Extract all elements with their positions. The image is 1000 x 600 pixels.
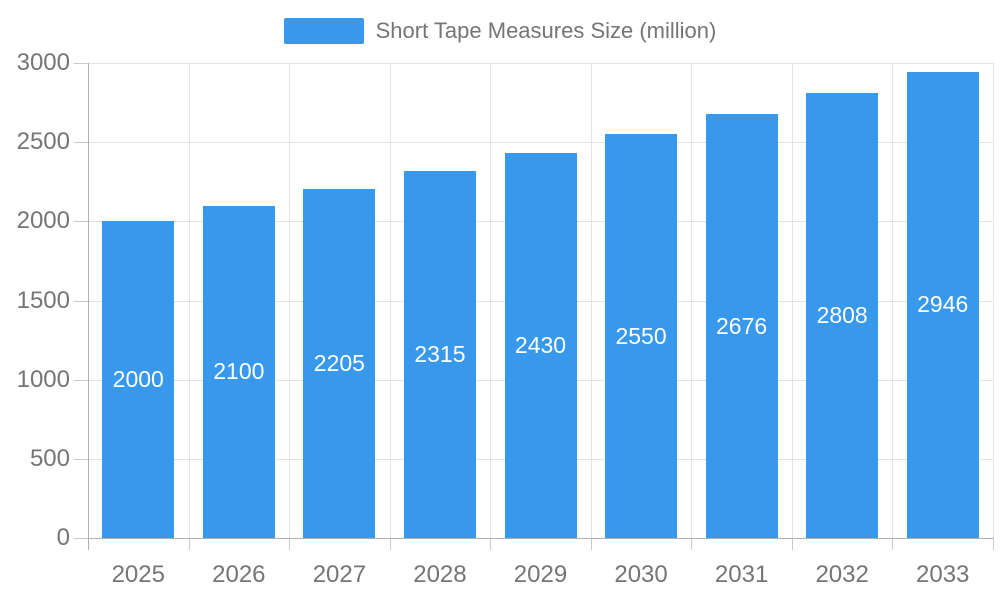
gridline-h-3000: [88, 63, 993, 64]
x-tick-1: [189, 538, 190, 550]
x-axis-line: [88, 538, 993, 539]
bar-value-label-2027: 2205: [313, 349, 365, 376]
bar-2029[interactable]: 2430: [504, 153, 577, 538]
x-tick-8: [892, 538, 893, 550]
bar-2032[interactable]: 2808: [806, 93, 879, 538]
x-axis-label-2029: 2029: [513, 561, 568, 588]
x-tick-4: [490, 538, 491, 550]
legend-swatch: [283, 18, 364, 44]
bar-value-label-2030: 2550: [615, 322, 667, 349]
y-tick-2500: [74, 142, 88, 143]
bar-value-label-2031: 2676: [716, 312, 768, 339]
gridline-v-1: [189, 63, 190, 538]
bar-2030[interactable]: 2550: [605, 134, 678, 538]
y-axis-label-2500: 2500: [16, 128, 70, 155]
x-axis-label-2033: 2033: [916, 561, 970, 588]
y-tick-1000: [74, 380, 88, 381]
x-axis-label-2025: 2025: [111, 561, 165, 588]
gridline-v-3: [390, 63, 391, 538]
y-axis-label-500: 500: [29, 445, 70, 472]
gridline-v-8: [892, 63, 893, 538]
bar-value-label-2032: 2808: [816, 302, 868, 329]
bar-value-label-2033: 2946: [917, 291, 969, 318]
bar-value-label-2029: 2430: [514, 332, 567, 359]
y-axis-label-1500: 1500: [16, 287, 70, 314]
legend-label: Short Tape Measures Size (million): [375, 18, 717, 43]
y-tick-0: [74, 538, 88, 539]
x-axis-label-2028: 2028: [413, 561, 467, 588]
y-axis-label-3000: 3000: [16, 49, 70, 76]
bar-2033[interactable]: 2946: [906, 71, 979, 538]
gridline-v-6: [691, 63, 692, 538]
gridline-v-2: [289, 63, 290, 538]
bar-value-label-2028: 2315: [414, 341, 466, 368]
bar-2027[interactable]: 2205: [303, 188, 376, 538]
x-axis-label-2032: 2032: [815, 561, 869, 588]
gridline-v-5: [591, 63, 592, 538]
bar-2025[interactable]: 2000: [102, 221, 175, 538]
gridline-v-7: [792, 63, 793, 538]
bar-2026[interactable]: 2100: [202, 205, 275, 538]
gridline-h-2500: [88, 142, 993, 143]
x-axis-label-2027: 2027: [312, 561, 367, 588]
y-tick-1500: [74, 301, 88, 302]
y-tick-500: [74, 459, 88, 460]
x-tick-2: [289, 538, 290, 550]
x-axis-label-2031: 2031: [714, 561, 769, 588]
bar-2028[interactable]: 2315: [403, 171, 476, 538]
y-axis-label-0: 0: [56, 524, 70, 551]
y-axis-label-2000: 2000: [16, 207, 70, 234]
x-tick-3: [390, 538, 391, 550]
y-tick-3000: [74, 63, 88, 64]
x-tick-9: [993, 538, 994, 550]
y-tick-2000: [74, 221, 88, 222]
x-tick-5: [591, 538, 592, 550]
x-tick-7: [792, 538, 793, 550]
x-tick-6: [691, 538, 692, 550]
y-axis-line: [88, 63, 89, 550]
gridline-v-4: [490, 63, 491, 538]
x-axis-label-2026: 2026: [212, 561, 266, 588]
bar-value-label-2026: 2100: [213, 358, 265, 385]
bar-value-label-2025: 2000: [112, 366, 164, 393]
x-axis-label-2030: 2030: [614, 561, 668, 588]
y-axis-label-1000: 1000: [16, 366, 70, 393]
gridline-v-9: [993, 63, 994, 538]
legend[interactable]: Short Tape Measures Size (million): [0, 18, 1000, 44]
bar-2031[interactable]: 2676: [705, 114, 778, 538]
